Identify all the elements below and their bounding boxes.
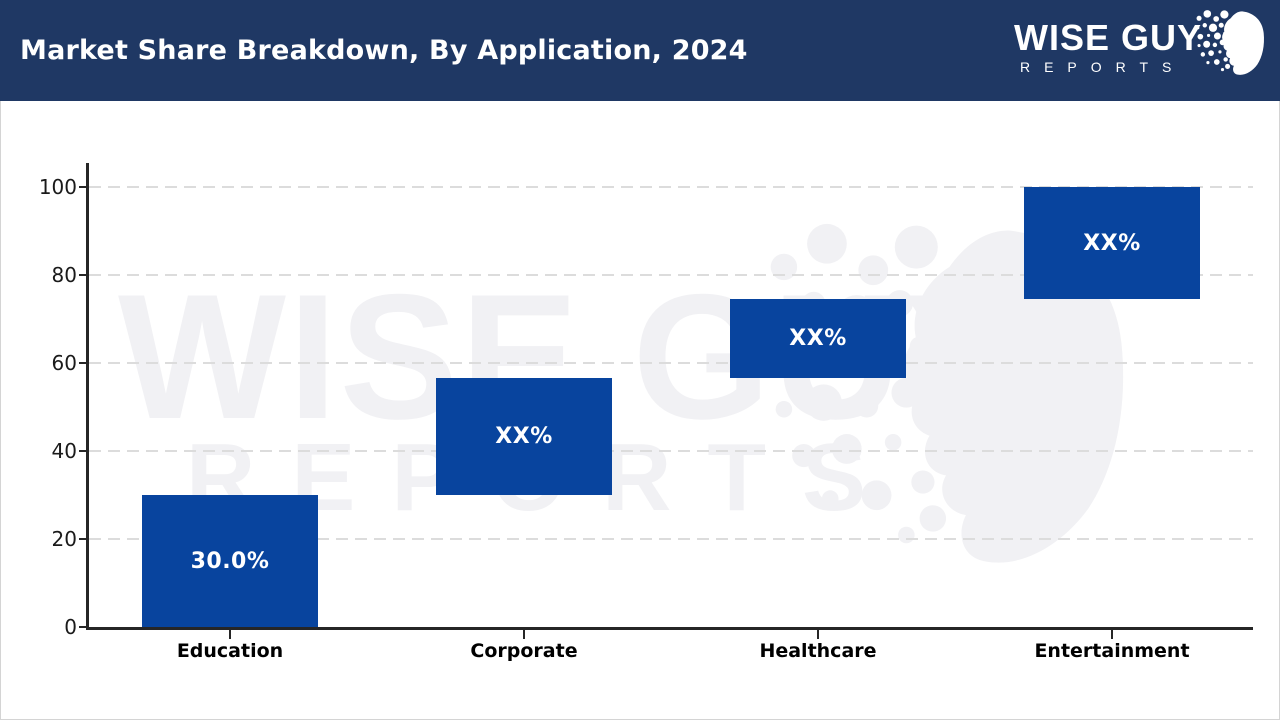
x-tick	[817, 630, 819, 639]
header-bar: Market Share Breakdown, By Application, …	[0, 0, 1280, 101]
y-tick	[79, 362, 89, 364]
bar-corporate: XX%	[436, 378, 612, 495]
y-tick-label: 0	[64, 615, 77, 639]
bar-value-label: XX%	[1083, 230, 1141, 256]
y-axis-line	[86, 163, 89, 630]
y-tick-label: 40	[51, 439, 77, 463]
y-tick	[79, 538, 89, 540]
x-tick	[523, 630, 525, 639]
wiseguy-face-icon	[1196, 10, 1264, 75]
y-tick-label: 20	[51, 527, 77, 551]
x-axis-label: Education	[176, 640, 284, 662]
gridline	[89, 450, 1253, 452]
bar-value-label: XX%	[495, 424, 553, 450]
logo-text: WISE GUY REPORTS	[1013, 17, 1202, 76]
page-title: Market Share Breakdown, By Application, …	[20, 35, 748, 66]
y-tick	[79, 626, 89, 628]
y-tick-label: 60	[51, 351, 77, 375]
x-axis-line	[86, 627, 1253, 630]
logo-tagline: REPORTS	[1019, 59, 1186, 75]
x-axis-label: Healthcare	[759, 640, 877, 662]
gridline	[89, 274, 1253, 276]
bar-value-label: 30.0%	[190, 548, 270, 574]
x-tick	[1111, 630, 1113, 639]
bar-healthcare: XX%	[730, 299, 906, 379]
y-tick-label: 80	[51, 263, 77, 287]
x-axis-label: Entertainment	[1034, 640, 1190, 662]
bar-entertainment: XX%	[1024, 187, 1200, 300]
gridline	[89, 362, 1253, 364]
gridline	[89, 186, 1253, 188]
bar-value-label: XX%	[789, 326, 847, 352]
bar-education: 30.0%	[142, 495, 318, 627]
y-tick	[79, 186, 89, 188]
y-tick	[79, 274, 89, 276]
x-tick	[229, 630, 231, 639]
gridline	[89, 538, 1253, 540]
x-axis-label: Corporate	[470, 640, 578, 662]
wiseguy-logo: WISE GUY REPORTS	[1014, 8, 1270, 78]
y-tick	[79, 450, 89, 452]
logo-wordmark: WISE GUY	[1013, 17, 1202, 58]
y-tick-label: 100	[38, 175, 77, 199]
